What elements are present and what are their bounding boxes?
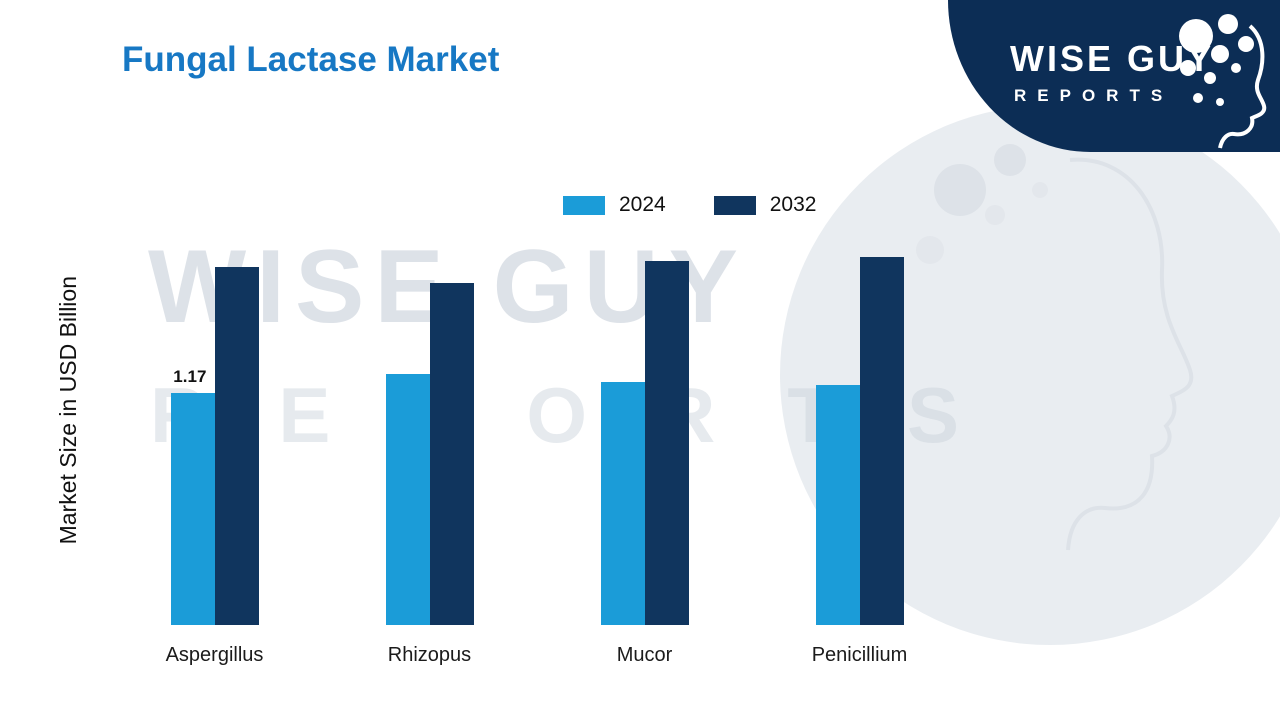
chart-legend: 2024 2032 xyxy=(563,193,816,217)
bar-2024-penicillium xyxy=(815,385,860,625)
legend-item-2032: 2032 xyxy=(713,193,817,217)
face-outline-watermark xyxy=(916,144,1194,551)
logo-wordmark: WISE GUY xyxy=(1010,38,1215,79)
page-title: Fungal Lactase Market xyxy=(122,40,500,79)
bar-2032-penicillium xyxy=(859,256,904,625)
legend-label-2032: 2032 xyxy=(769,193,817,216)
bar-groups: 1.17 Aspergillus Rhizopus Mucor Penicillium xyxy=(107,229,967,666)
bar-group-aspergillus: 1.17 Aspergillus xyxy=(107,229,322,666)
y-axis-label-wrap: Market Size in USD Billion xyxy=(48,225,88,595)
bars-aspergillus: 1.17 xyxy=(170,266,259,625)
bars-mucor xyxy=(600,260,689,625)
category-label-aspergillus: Aspergillus xyxy=(165,644,264,666)
bar-2024-rhizopus xyxy=(385,373,430,625)
legend-item-2024: 2024 xyxy=(563,193,666,217)
bar-value-label-aspergillus: 1.17 xyxy=(173,367,207,387)
bar-2032-aspergillus xyxy=(214,266,259,625)
legend-swatch-2024 xyxy=(563,195,605,215)
category-label-rhizopus: Rhizopus xyxy=(387,644,472,666)
bar-2024-mucor xyxy=(600,381,645,625)
logo-block: WISE GUY REPORTS xyxy=(948,0,1280,152)
bar-2032-rhizopus xyxy=(429,282,474,625)
category-label-mucor: Mucor xyxy=(616,644,673,666)
bar-group-penicillium: Penicillium xyxy=(752,229,967,666)
bar-group-mucor: Mucor xyxy=(537,229,752,666)
y-axis-label: Market Size in USD Billion xyxy=(54,275,81,545)
bars-penicillium xyxy=(815,256,904,625)
legend-label-2024: 2024 xyxy=(619,193,666,216)
bar-2032-mucor xyxy=(644,260,689,625)
bar-group-rhizopus: Rhizopus xyxy=(322,229,537,666)
logo-subtext: REPORTS xyxy=(1014,86,1174,105)
category-label-penicillium: Penicillium xyxy=(811,644,908,666)
bars-rhizopus xyxy=(385,282,474,625)
legend-swatch-2032 xyxy=(713,195,756,215)
plot-area: 1.17 Aspergillus Rhizopus Mucor Penicillium xyxy=(107,229,967,666)
logo-head-icon xyxy=(1179,14,1267,149)
bar-2024-aspergillus: 1.17 xyxy=(170,367,215,625)
